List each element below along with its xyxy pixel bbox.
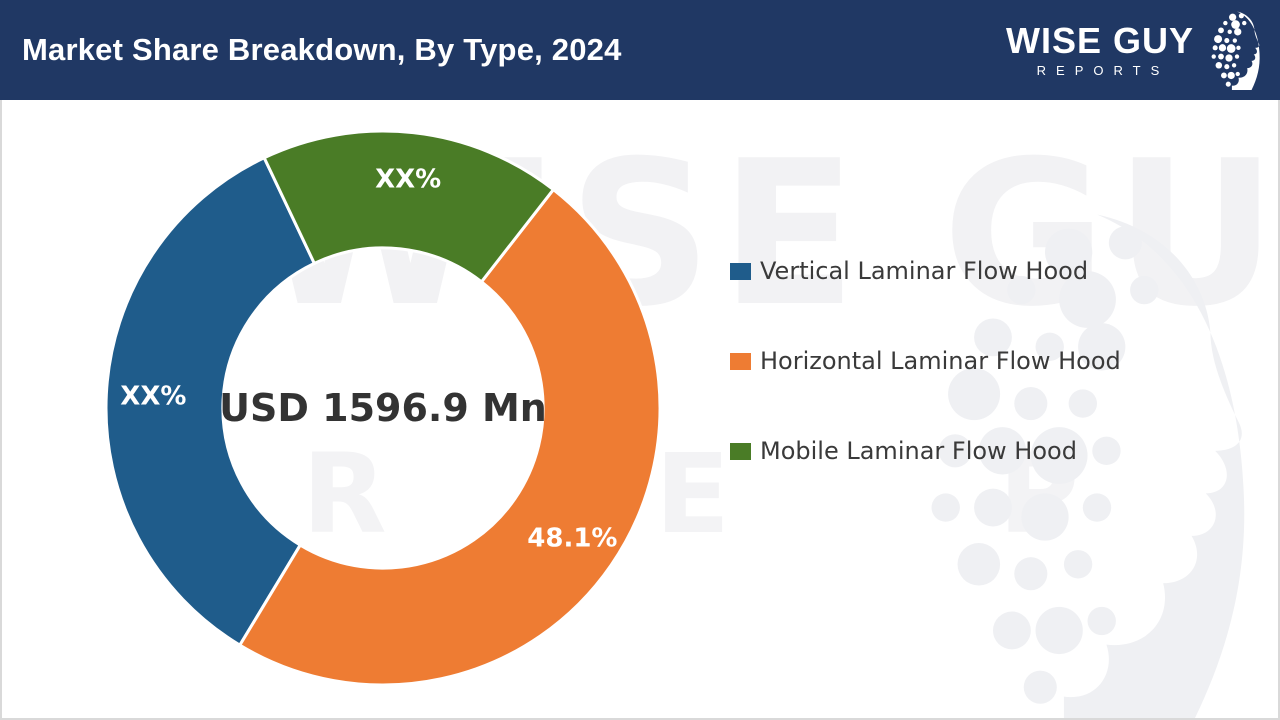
donut-slice <box>104 156 316 647</box>
page-title: Market Share Breakdown, By Type, 2024 <box>22 32 622 67</box>
slices-group: XX% 48.1% XX% <box>104 129 662 687</box>
header-bar: Market Share Breakdown, By Type, 2024 WI… <box>0 0 1280 100</box>
donut-center-label: USD 1596.9 Mn <box>219 386 547 430</box>
donut-svg: XX% 48.1% XX% USD 1596.9 Mn <box>104 129 662 687</box>
legend-label: Horizontal Laminar Flow Hood <box>760 347 1121 375</box>
legend-swatch-orange <box>730 352 751 370</box>
donut-slice <box>262 129 555 284</box>
legend-item-mobile: Mobile Laminar Flow Hood <box>730 434 1121 468</box>
legend-swatch-green <box>730 442 751 460</box>
dotted-face-profile-icon <box>1196 10 1262 90</box>
slice-label: XX% <box>120 382 186 412</box>
legend-label: Mobile Laminar Flow Hood <box>760 437 1077 465</box>
chart-area: WISE GUY R E P O R T S XX%48.1%XX% USD 1… <box>0 100 1280 720</box>
wiseguy-logo: WISE GUY REPORTS <box>1006 10 1262 90</box>
donut-slice <box>238 188 662 687</box>
logo-wordmark: WISE GUY <box>1005 20 1194 61</box>
donut-chart: XX% 48.1% XX% USD 1596.9 Mn <box>83 108 683 708</box>
legend-label: Vertical Laminar Flow Hood <box>760 257 1089 285</box>
wiseguy-logo-text: WISE GUY REPORTS <box>1005 20 1194 78</box>
legend-item-horizontal: Horizontal Laminar Flow Hood <box>730 344 1121 378</box>
legend-swatch-blue <box>730 262 751 280</box>
slice-label: XX% <box>375 164 441 194</box>
legend-item-vertical: Vertical Laminar Flow Hood <box>730 254 1121 288</box>
slice-label: 48.1% <box>527 523 617 553</box>
logo-subtitle: REPORTS <box>1036 63 1170 78</box>
chart-legend: Vertical Laminar Flow Hood Horizontal La… <box>730 254 1121 524</box>
